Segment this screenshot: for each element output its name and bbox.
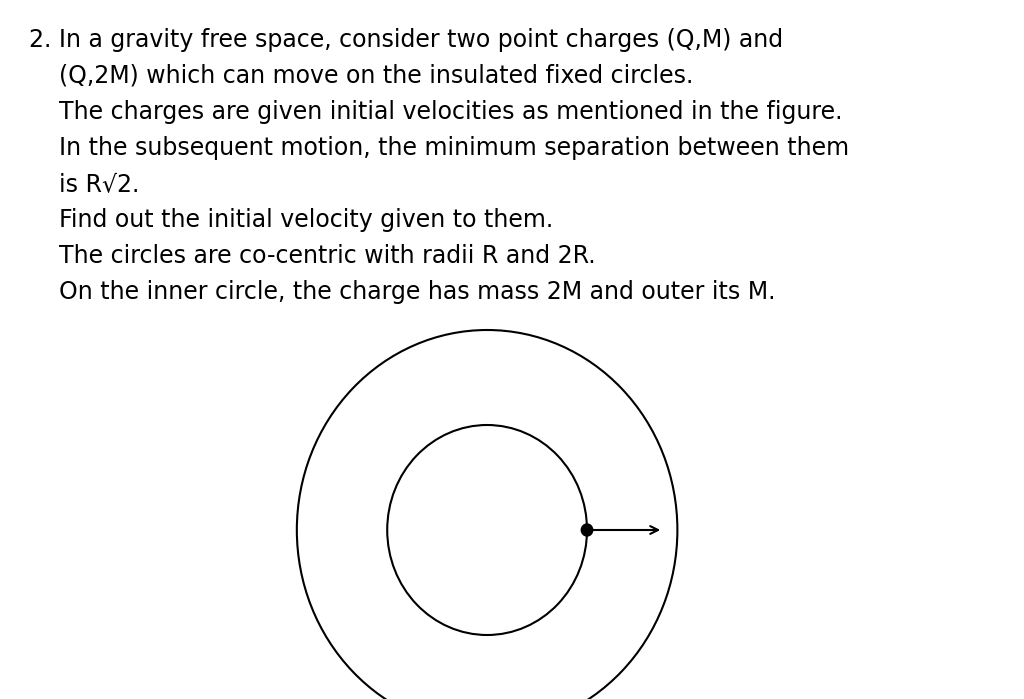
Text: (Q,2M) which can move on the insulated fixed circles.: (Q,2M) which can move on the insulated f… <box>29 64 693 88</box>
Text: On the inner circle, the charge has mass 2M and outer its M.: On the inner circle, the charge has mass… <box>29 280 775 304</box>
Text: The circles are co-centric with radii R and 2R.: The circles are co-centric with radii R … <box>29 244 595 268</box>
Ellipse shape <box>582 524 593 536</box>
Text: Find out the initial velocity given to them.: Find out the initial velocity given to t… <box>29 208 553 232</box>
Text: The charges are given initial velocities as mentioned in the figure.: The charges are given initial velocities… <box>29 100 842 124</box>
Text: is R√2.: is R√2. <box>29 172 139 196</box>
Text: In the subsequent motion, the minimum separation between them: In the subsequent motion, the minimum se… <box>29 136 849 160</box>
Text: 2. In a gravity free space, consider two point charges (Q,M) and: 2. In a gravity free space, consider two… <box>29 28 782 52</box>
